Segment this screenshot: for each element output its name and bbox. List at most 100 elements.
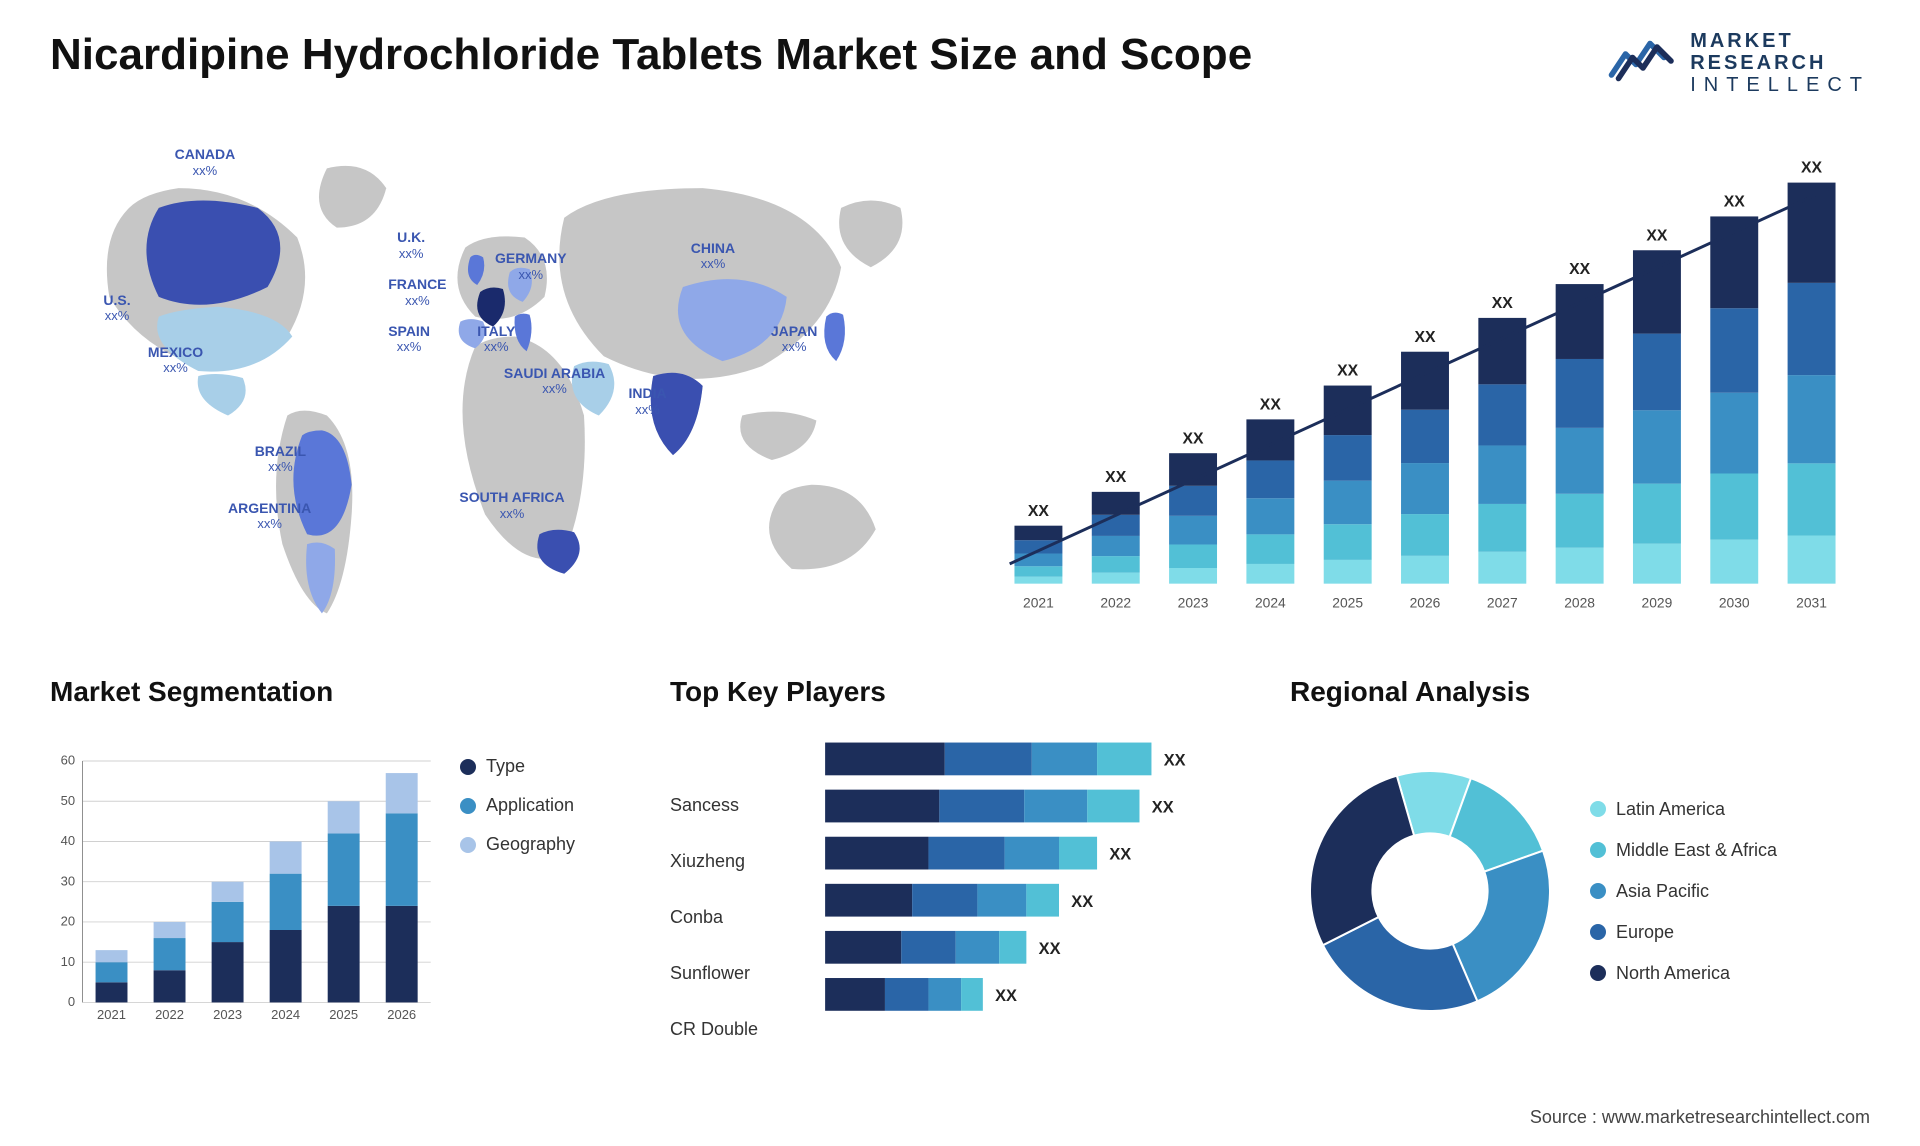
svg-text:XX: XX — [1492, 295, 1514, 312]
svg-text:XX: XX — [995, 987, 1017, 1005]
source-text: Source : www.marketresearchintellect.com — [1530, 1107, 1870, 1128]
legend-label: Type — [486, 756, 525, 777]
map-label-argentina: ARGENTINAxx% — [228, 501, 311, 532]
svg-text:XX: XX — [1109, 846, 1131, 864]
legend-dot-icon — [1590, 801, 1606, 817]
legend-dot-icon — [460, 798, 476, 814]
regional-legend-latin-america: Latin America — [1590, 799, 1870, 820]
legend-label: Application — [486, 795, 574, 816]
legend-label: Europe — [1616, 922, 1674, 943]
world-map-panel: CANADAxx% U.S.xx% MEXICOxx% BRAZILxx% ARGENT… — [50, 116, 940, 636]
svg-text:2030: 2030 — [1719, 594, 1750, 610]
svg-text:20: 20 — [61, 914, 75, 929]
segmentation-title: Market Segmentation — [50, 676, 630, 708]
world-map — [50, 116, 940, 636]
svg-text:2021: 2021 — [1023, 594, 1054, 610]
legend-label: North America — [1616, 963, 1730, 984]
svg-text:30: 30 — [61, 873, 75, 888]
legend-label: Latin America — [1616, 799, 1725, 820]
svg-text:2026: 2026 — [1410, 594, 1441, 610]
map-label-italy: ITALYxx% — [477, 324, 515, 355]
legend-dot-icon — [1590, 965, 1606, 981]
regional-legend-north-america: North America — [1590, 963, 1870, 984]
svg-text:2026: 2026 — [387, 1007, 416, 1022]
map-label-mexico: MEXICOxx% — [148, 345, 203, 376]
svg-text:XX: XX — [1183, 430, 1205, 447]
logo-line3: INTELLECT — [1690, 74, 1870, 96]
svg-text:XX: XX — [1260, 396, 1282, 413]
svg-text:XX: XX — [1071, 893, 1093, 911]
regional-legend-middle-east-africa: Middle East & Africa — [1590, 840, 1870, 861]
svg-text:2027: 2027 — [1487, 594, 1518, 610]
svg-text:2031: 2031 — [1796, 594, 1827, 610]
legend-dot-icon — [1590, 924, 1606, 940]
map-label-u.k.: U.K.xx% — [397, 230, 425, 261]
legend-dot-icon — [1590, 842, 1606, 858]
player-name: CR Double — [670, 1006, 800, 1052]
svg-text:10: 10 — [61, 954, 75, 969]
regional-legend: Latin America Middle East & Africa Asia Pa… — [1590, 799, 1870, 984]
logo-line1: MARKET — [1690, 30, 1870, 52]
regional-legend-europe: Europe — [1590, 922, 1870, 943]
map-label-china: CHINAxx% — [691, 241, 735, 272]
player-name: Sancess — [670, 782, 800, 828]
legend-dot-icon — [460, 837, 476, 853]
svg-text:XX: XX — [1801, 160, 1823, 177]
map-label-france: FRANCExx% — [388, 277, 446, 308]
players-title: Top Key Players — [670, 676, 1250, 708]
seg-legend-type: Type — [460, 756, 630, 777]
seg-legend-application: Application — [460, 795, 630, 816]
growth-chart: XX2021XX2022XX2023XX2024XX2025XX2026XX20… — [980, 116, 1870, 636]
svg-text:XX: XX — [1039, 940, 1061, 958]
svg-text:2021: 2021 — [97, 1007, 126, 1022]
regional-title: Regional Analysis — [1290, 676, 1870, 708]
svg-text:XX: XX — [1724, 194, 1746, 211]
map-label-india: INDIAxx% — [629, 386, 667, 417]
legend-label: Middle East & Africa — [1616, 840, 1777, 861]
svg-text:XX: XX — [1105, 469, 1127, 486]
map-label-japan: JAPANxx% — [771, 324, 817, 355]
brand-logo: MARKET RESEARCH INTELLECT — [1608, 30, 1870, 96]
legend-label: Geography — [486, 834, 575, 855]
svg-text:60: 60 — [61, 753, 75, 768]
svg-text:50: 50 — [61, 793, 75, 808]
regional-panel: Regional Analysis Latin America Middle Ea… — [1290, 676, 1870, 1056]
map-label-south-africa: SOUTH AFRICAxx% — [459, 490, 564, 521]
svg-text:2024: 2024 — [1255, 594, 1286, 610]
svg-text:2029: 2029 — [1642, 594, 1673, 610]
segmentation-panel: Market Segmentation 0 10 20 30 40 50 60 2021 202… — [50, 676, 630, 1056]
growth-chart-panel: XX2021XX2022XX2023XX2024XX2025XX2026XX20… — [980, 116, 1870, 636]
svg-text:XX: XX — [1028, 503, 1050, 520]
svg-text:2022: 2022 — [1100, 594, 1131, 610]
legend-dot-icon — [1590, 883, 1606, 899]
svg-text:2023: 2023 — [213, 1007, 242, 1022]
svg-text:XX: XX — [1569, 261, 1591, 278]
seg-legend-geography: Geography — [460, 834, 630, 855]
regional-donut — [1290, 751, 1570, 1031]
logo-icon — [1608, 36, 1678, 91]
svg-text:2025: 2025 — [1332, 594, 1363, 610]
players-name-list: SancessXiuzhengConbaSunflowerCR Double — [670, 726, 800, 1056]
svg-text:XX: XX — [1646, 227, 1668, 244]
svg-text:2025: 2025 — [329, 1007, 358, 1022]
players-panel: Top Key Players SancessXiuzhengConbaSunf… — [670, 676, 1250, 1056]
map-label-canada: CANADAxx% — [175, 147, 236, 178]
map-label-u.s.: U.S.xx% — [103, 293, 130, 324]
regional-legend-asia-pacific: Asia Pacific — [1590, 881, 1870, 902]
segmentation-chart: 0102030405060202120222023202420252026 — [50, 726, 440, 1056]
map-label-germany: GERMANYxx% — [495, 251, 567, 282]
player-name: Conba — [670, 894, 800, 940]
svg-text:40: 40 — [61, 833, 75, 848]
page-title: Nicardipine Hydrochloride Tablets Market… — [50, 30, 1252, 80]
svg-text:0: 0 — [68, 994, 75, 1009]
players-chart: XXXXXXXXXXXX — [820, 726, 1250, 1056]
svg-text:XX: XX — [1164, 751, 1186, 769]
legend-label: Asia Pacific — [1616, 881, 1709, 902]
segmentation-legend: Type Application Geography — [460, 726, 630, 1056]
svg-text:XX: XX — [1337, 363, 1359, 380]
svg-text:2024: 2024 — [271, 1007, 300, 1022]
map-label-brazil: BRAZILxx% — [255, 444, 306, 475]
map-label-saudi-arabia: SAUDI ARABIAxx% — [504, 366, 605, 397]
legend-dot-icon — [460, 759, 476, 775]
svg-text:XX: XX — [1414, 329, 1436, 346]
